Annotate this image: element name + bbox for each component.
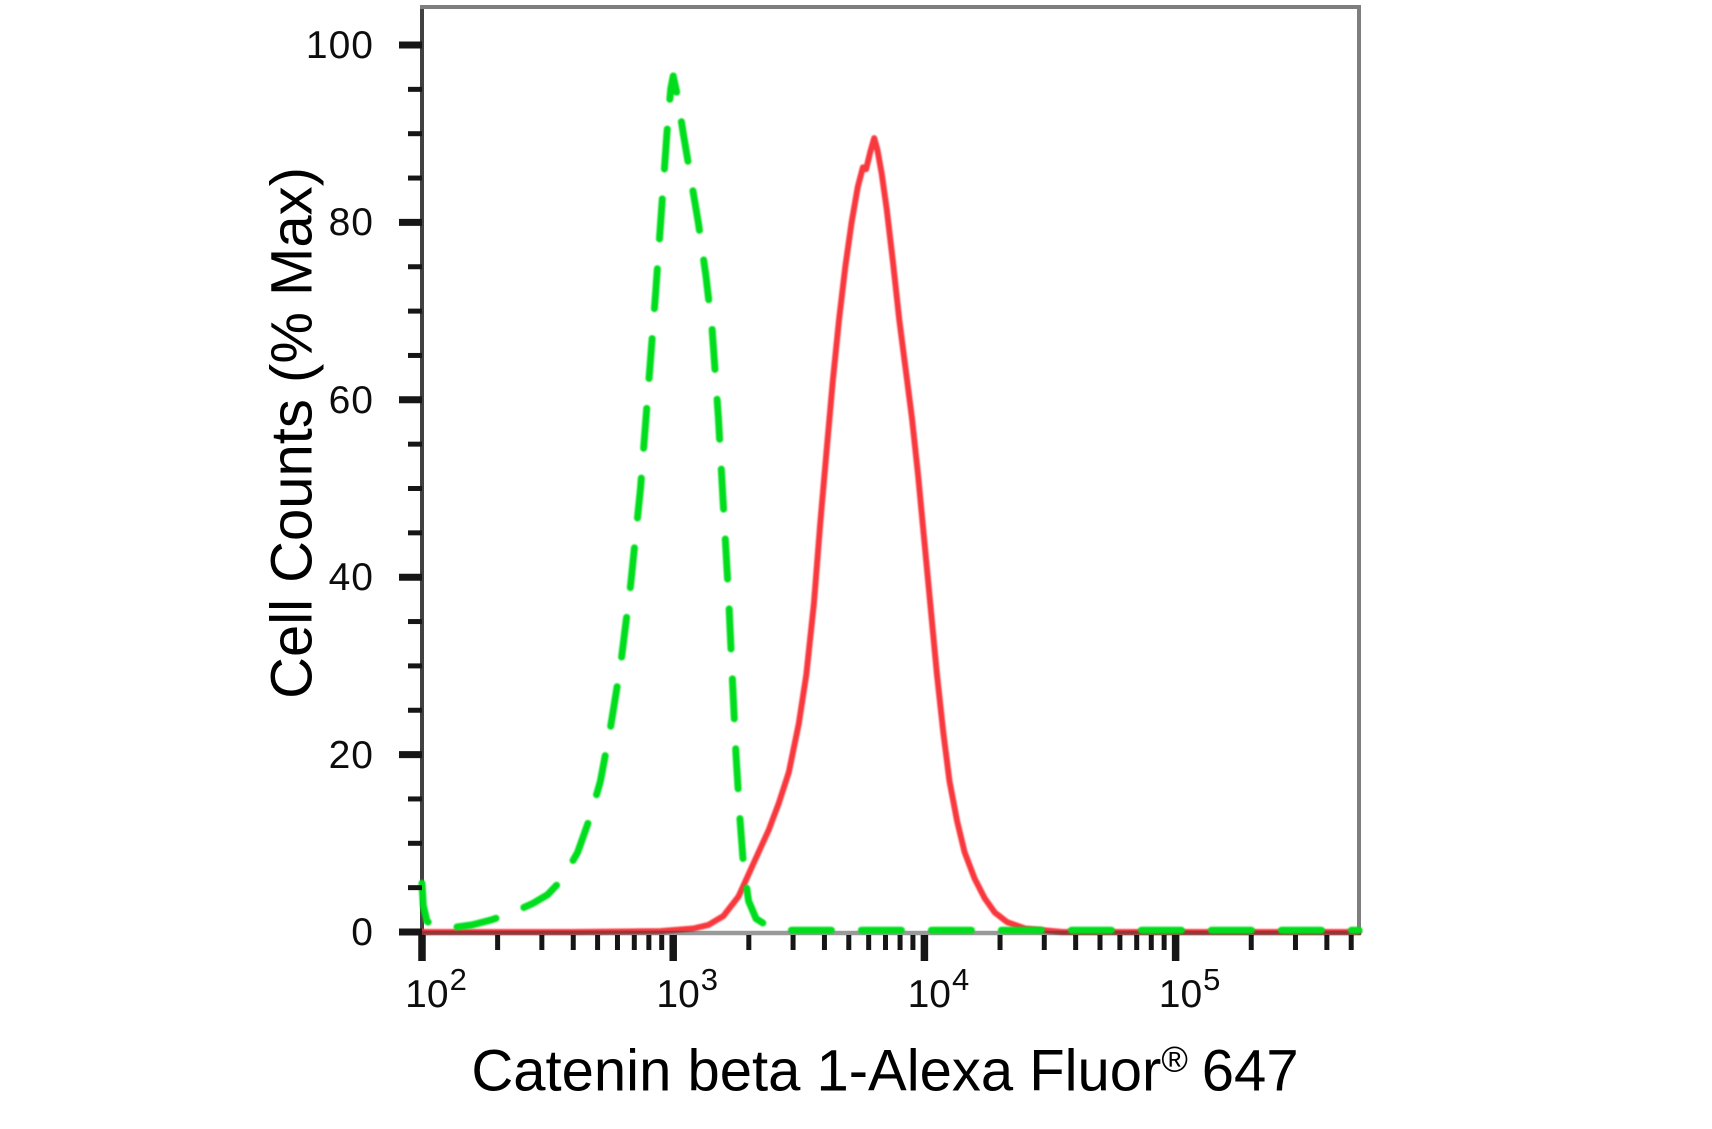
x-tick-label-exponent: 4 [951, 962, 970, 997]
x-tick-label: 105 [1158, 962, 1221, 1016]
y-tick-label: 20 [328, 733, 374, 777]
x-tick-label-base: 10 [405, 973, 449, 1016]
y-tick-label: 80 [328, 201, 374, 245]
registered-trademark-icon: ® [1161, 1038, 1188, 1080]
x-tick-label-base: 10 [1158, 973, 1203, 1016]
x-tick-label: 103 [656, 962, 718, 1016]
y-tick-label: 0 [351, 911, 374, 954]
x-tick-label-base: 10 [656, 973, 700, 1016]
y-tick-label: 60 [328, 378, 374, 422]
x-tick-label-exponent: 2 [449, 962, 467, 997]
x-axis-title: Catenin beta 1-Alexa Fluor® 647 [471, 1038, 1298, 1105]
x-tick-label: 102 [405, 962, 467, 1016]
green-dashed-curve [418, 72, 1363, 934]
x-tick-label: 104 [907, 962, 970, 1016]
y-tick-label: 100 [305, 24, 374, 67]
x-axis-title-suffix: 647 [1201, 1038, 1299, 1104]
x-tick-label-exponent: 3 [700, 962, 719, 997]
y-tick-label: 40 [328, 556, 374, 600]
y-axis-title: Cell Counts (% Max) [259, 167, 325, 699]
red-solid-curve [419, 135, 1362, 935]
x-tick-label-base: 10 [907, 973, 951, 1016]
x-axis-title-main: Catenin beta 1-Alexa Fluor [471, 1038, 1162, 1104]
x-tick-label-exponent: 5 [1203, 962, 1221, 997]
